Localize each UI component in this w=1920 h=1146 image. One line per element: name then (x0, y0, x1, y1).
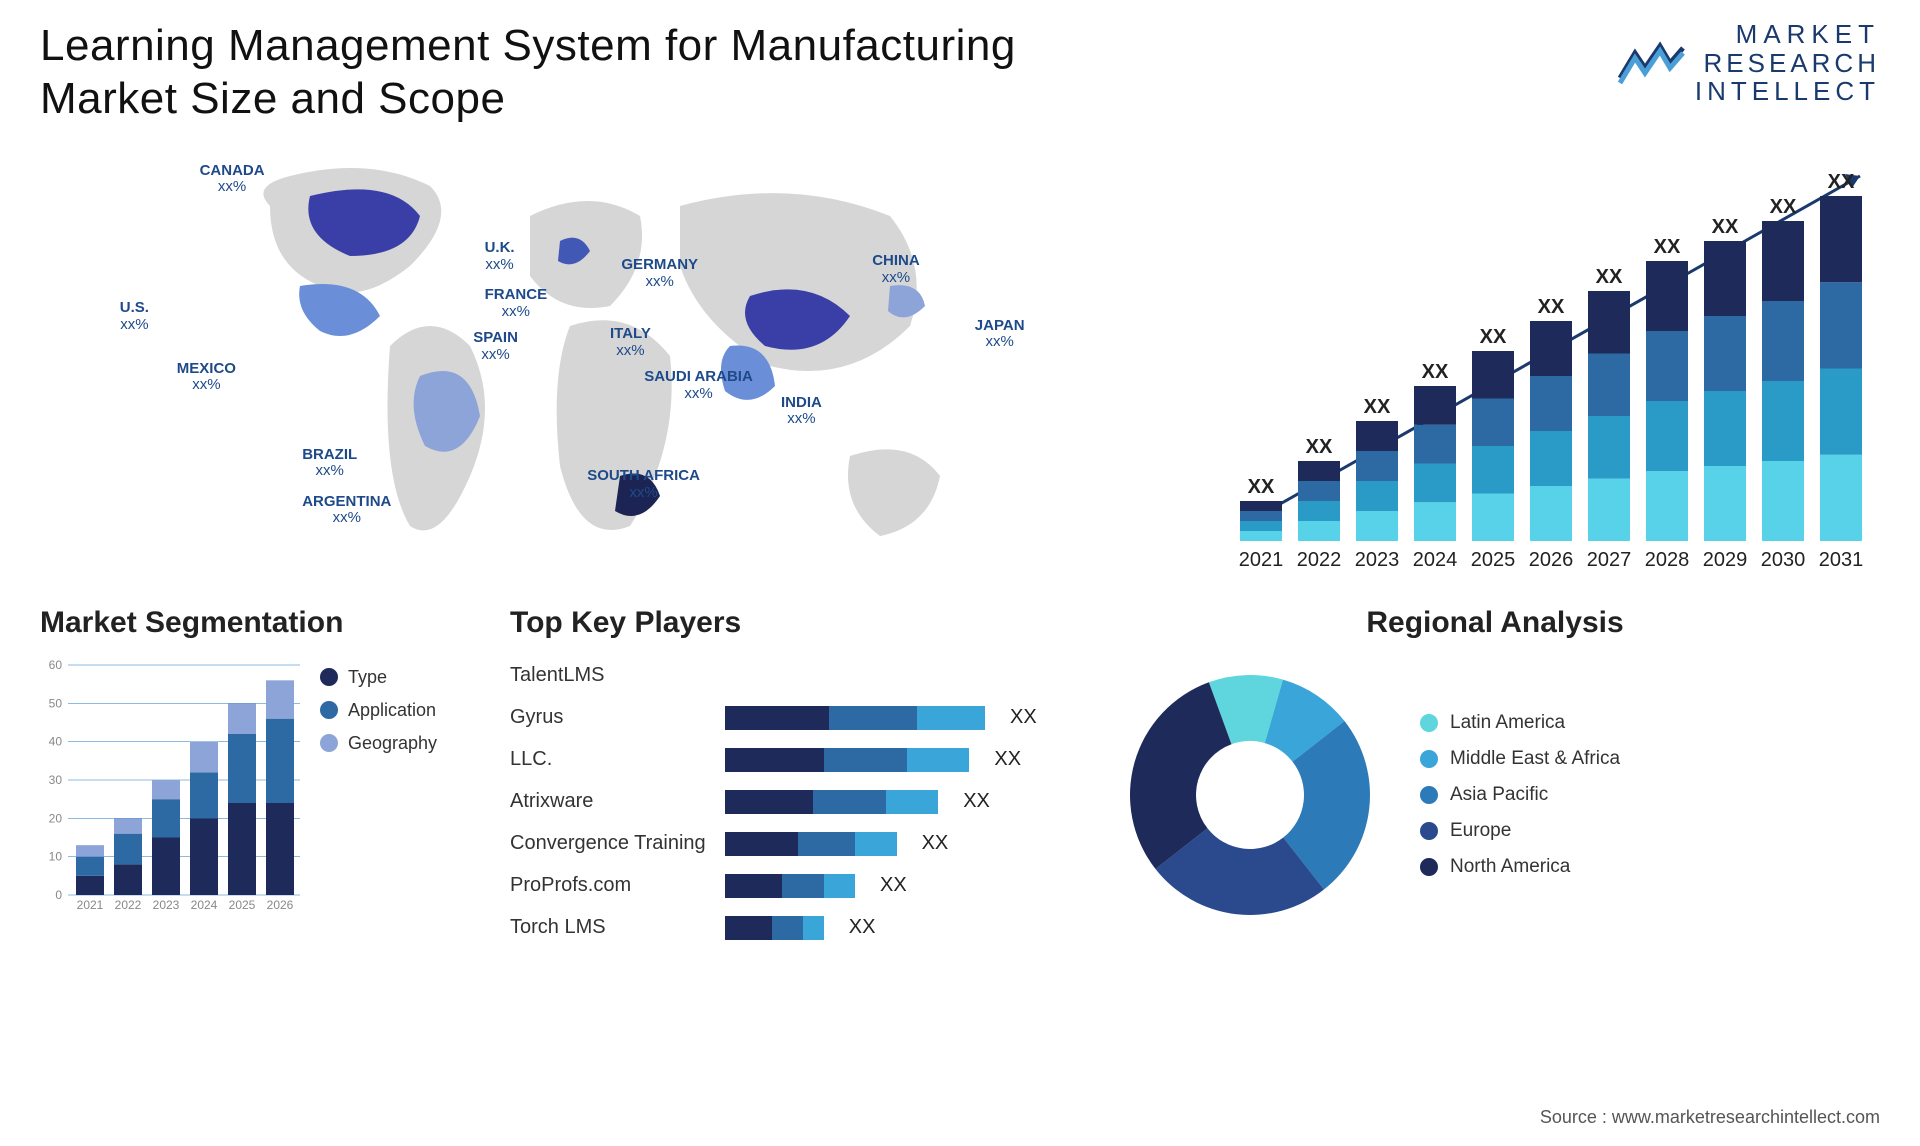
map-label: SAUDI ARABIAxx% (644, 369, 753, 402)
svg-text:2031: 2031 (1819, 549, 1864, 571)
player-row: LLC.XX (510, 739, 1070, 781)
svg-text:2022: 2022 (115, 898, 142, 912)
legend-item: Middle East & Africa (1420, 748, 1620, 770)
map-label: U.K.xx% (485, 240, 515, 273)
svg-text:2029: 2029 (1703, 549, 1748, 571)
segmentation-legend: Type Application Geography (320, 655, 437, 915)
map-label: BRAZILxx% (302, 447, 357, 480)
players-chart: TalentLMSGyrusXXLLC.XXAtrixwareXXConverg… (510, 655, 1070, 949)
source-attribution: Source : www.marketresearchintellect.com (1540, 1107, 1880, 1128)
svg-text:40: 40 (49, 734, 63, 748)
logo-line3: INTELLECT (1695, 77, 1880, 106)
svg-text:2024: 2024 (191, 898, 218, 912)
map-label: GERMANYxx% (621, 257, 698, 290)
map-label: SPAINxx% (473, 330, 518, 363)
map-label: ARGENTINAxx% (302, 494, 391, 527)
svg-text:XX: XX (1712, 216, 1739, 238)
map-label: ITALYxx% (610, 326, 651, 359)
svg-text:0: 0 (55, 888, 62, 902)
legend-item: Type (320, 667, 437, 688)
svg-text:XX: XX (1480, 326, 1507, 348)
map-label: SOUTH AFRICAxx% (587, 468, 700, 501)
svg-text:2026: 2026 (1529, 549, 1574, 571)
svg-text:2028: 2028 (1645, 549, 1690, 571)
player-row: GyrusXX (510, 697, 1070, 739)
svg-text:XX: XX (1422, 361, 1449, 383)
svg-text:30: 30 (49, 773, 63, 787)
svg-text:XX: XX (1306, 436, 1333, 458)
legend-item: Asia Pacific (1420, 784, 1620, 806)
legend-item: Latin America (1420, 712, 1620, 734)
svg-text:2027: 2027 (1587, 549, 1632, 571)
svg-text:2026: 2026 (267, 898, 294, 912)
legend-item: Geography (320, 733, 437, 754)
svg-text:10: 10 (49, 849, 63, 863)
players-title: Top Key Players (510, 606, 1070, 640)
svg-text:2023: 2023 (1355, 549, 1400, 571)
map-label: MEXICOxx% (177, 361, 236, 394)
svg-text:XX: XX (1654, 236, 1681, 258)
map-label: JAPANxx% (975, 318, 1025, 351)
svg-text:50: 50 (49, 696, 63, 710)
donut-chart (1110, 655, 1390, 935)
map-label: INDIAxx% (781, 395, 822, 428)
svg-text:2025: 2025 (229, 898, 256, 912)
page-title: Learning Management System for Manufactu… (40, 20, 1140, 126)
segmentation-title: Market Segmentation (40, 606, 470, 640)
legend-item: North America (1420, 856, 1620, 878)
world-map-panel: CANADAxx% U.S.xx% MEXICOxx% BRAZILxx% ARGENT… (40, 146, 1180, 576)
regional-title: Regional Analysis (1110, 606, 1880, 640)
logo-icon (1615, 38, 1685, 88)
svg-text:XX: XX (1538, 296, 1565, 318)
logo-line1: MARKET (1695, 20, 1880, 49)
svg-text:XX: XX (1248, 476, 1275, 498)
svg-text:2030: 2030 (1761, 549, 1806, 571)
svg-text:2023: 2023 (153, 898, 180, 912)
svg-text:2024: 2024 (1413, 549, 1458, 571)
svg-text:XX: XX (1770, 196, 1797, 218)
player-row: Convergence TrainingXX (510, 823, 1070, 865)
map-label: U.S.xx% (120, 300, 149, 333)
map-label: FRANCExx% (485, 287, 548, 320)
donut-legend: Latin America Middle East & Africa Asia Pa… (1420, 698, 1620, 892)
player-row: ProProfs.comXX (510, 865, 1070, 907)
map-label: CANADAxx% (200, 163, 265, 196)
svg-text:XX: XX (1596, 266, 1623, 288)
svg-text:20: 20 (49, 811, 63, 825)
segmentation-chart: 0 10 20 30 40 50 60 2021 2022 2023 2024 2025 2026 (40, 655, 300, 915)
svg-text:2025: 2025 (1471, 549, 1516, 571)
svg-text:60: 60 (49, 658, 63, 672)
svg-text:XX: XX (1364, 396, 1391, 418)
logo-line2: RESEARCH (1695, 49, 1880, 78)
player-row: Torch LMSXX (510, 907, 1070, 949)
svg-text:2021: 2021 (1239, 549, 1284, 571)
player-row: TalentLMS (510, 655, 1070, 697)
player-row: AtrixwareXX (510, 781, 1070, 823)
svg-text:2021: 2021 (77, 898, 104, 912)
svg-text:XX: XX (1828, 171, 1855, 193)
growth-chart: XX 2021 XX 2022 XX 2023 XX 2024 XX 2025 XX 2026 XX 20… (1220, 146, 1880, 576)
legend-item: Application (320, 700, 437, 721)
brand-logo: MARKET RESEARCH INTELLECT (1615, 20, 1880, 106)
map-label: CHINAxx% (872, 253, 920, 286)
legend-item: Europe (1420, 820, 1620, 842)
svg-text:2022: 2022 (1297, 549, 1342, 571)
